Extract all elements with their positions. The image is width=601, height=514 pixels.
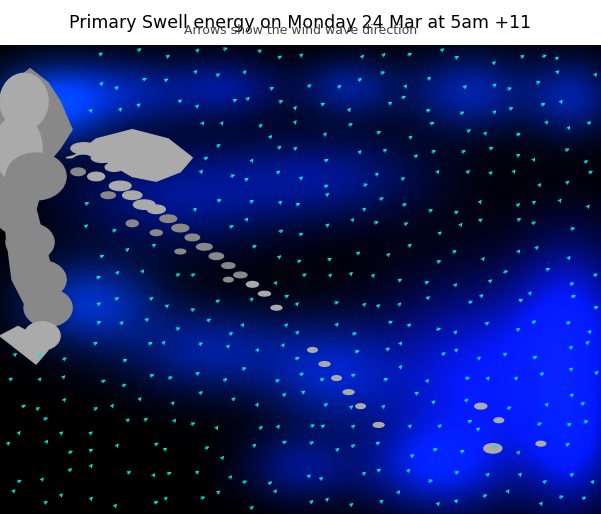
Ellipse shape — [224, 277, 233, 282]
Ellipse shape — [109, 181, 131, 191]
Ellipse shape — [246, 282, 258, 287]
Ellipse shape — [536, 442, 546, 446]
Ellipse shape — [373, 423, 384, 427]
Text: Arrows show the wind wave direction: Arrows show the wind wave direction — [184, 24, 417, 37]
Ellipse shape — [18, 261, 66, 298]
Ellipse shape — [88, 172, 105, 181]
Ellipse shape — [234, 272, 247, 278]
Ellipse shape — [6, 153, 66, 200]
Ellipse shape — [332, 376, 341, 380]
Ellipse shape — [308, 347, 317, 352]
Ellipse shape — [356, 404, 365, 409]
Ellipse shape — [123, 191, 142, 199]
Polygon shape — [0, 326, 48, 364]
Ellipse shape — [71, 143, 97, 154]
Ellipse shape — [126, 220, 138, 227]
Ellipse shape — [475, 403, 487, 409]
Ellipse shape — [319, 362, 330, 366]
Ellipse shape — [91, 153, 113, 162]
Ellipse shape — [6, 224, 54, 261]
Ellipse shape — [0, 74, 48, 130]
Ellipse shape — [484, 444, 502, 453]
Ellipse shape — [150, 230, 162, 235]
Ellipse shape — [185, 234, 200, 241]
Ellipse shape — [101, 192, 115, 198]
Ellipse shape — [197, 244, 212, 250]
Ellipse shape — [24, 289, 72, 326]
Polygon shape — [0, 69, 72, 317]
Ellipse shape — [175, 249, 186, 254]
Ellipse shape — [209, 253, 224, 260]
Ellipse shape — [172, 224, 189, 232]
Ellipse shape — [147, 205, 165, 213]
Ellipse shape — [71, 168, 85, 176]
Ellipse shape — [105, 163, 123, 171]
Ellipse shape — [24, 322, 60, 350]
Ellipse shape — [0, 116, 42, 181]
Ellipse shape — [222, 263, 235, 268]
Ellipse shape — [133, 200, 155, 209]
Polygon shape — [66, 130, 192, 181]
Ellipse shape — [160, 215, 177, 223]
Ellipse shape — [258, 291, 270, 296]
Ellipse shape — [0, 186, 30, 233]
Ellipse shape — [494, 418, 504, 423]
Ellipse shape — [343, 390, 354, 394]
Ellipse shape — [271, 305, 282, 310]
Text: Primary Swell energy on Monday 24 Mar at 5am +11: Primary Swell energy on Monday 24 Mar at… — [70, 13, 531, 31]
